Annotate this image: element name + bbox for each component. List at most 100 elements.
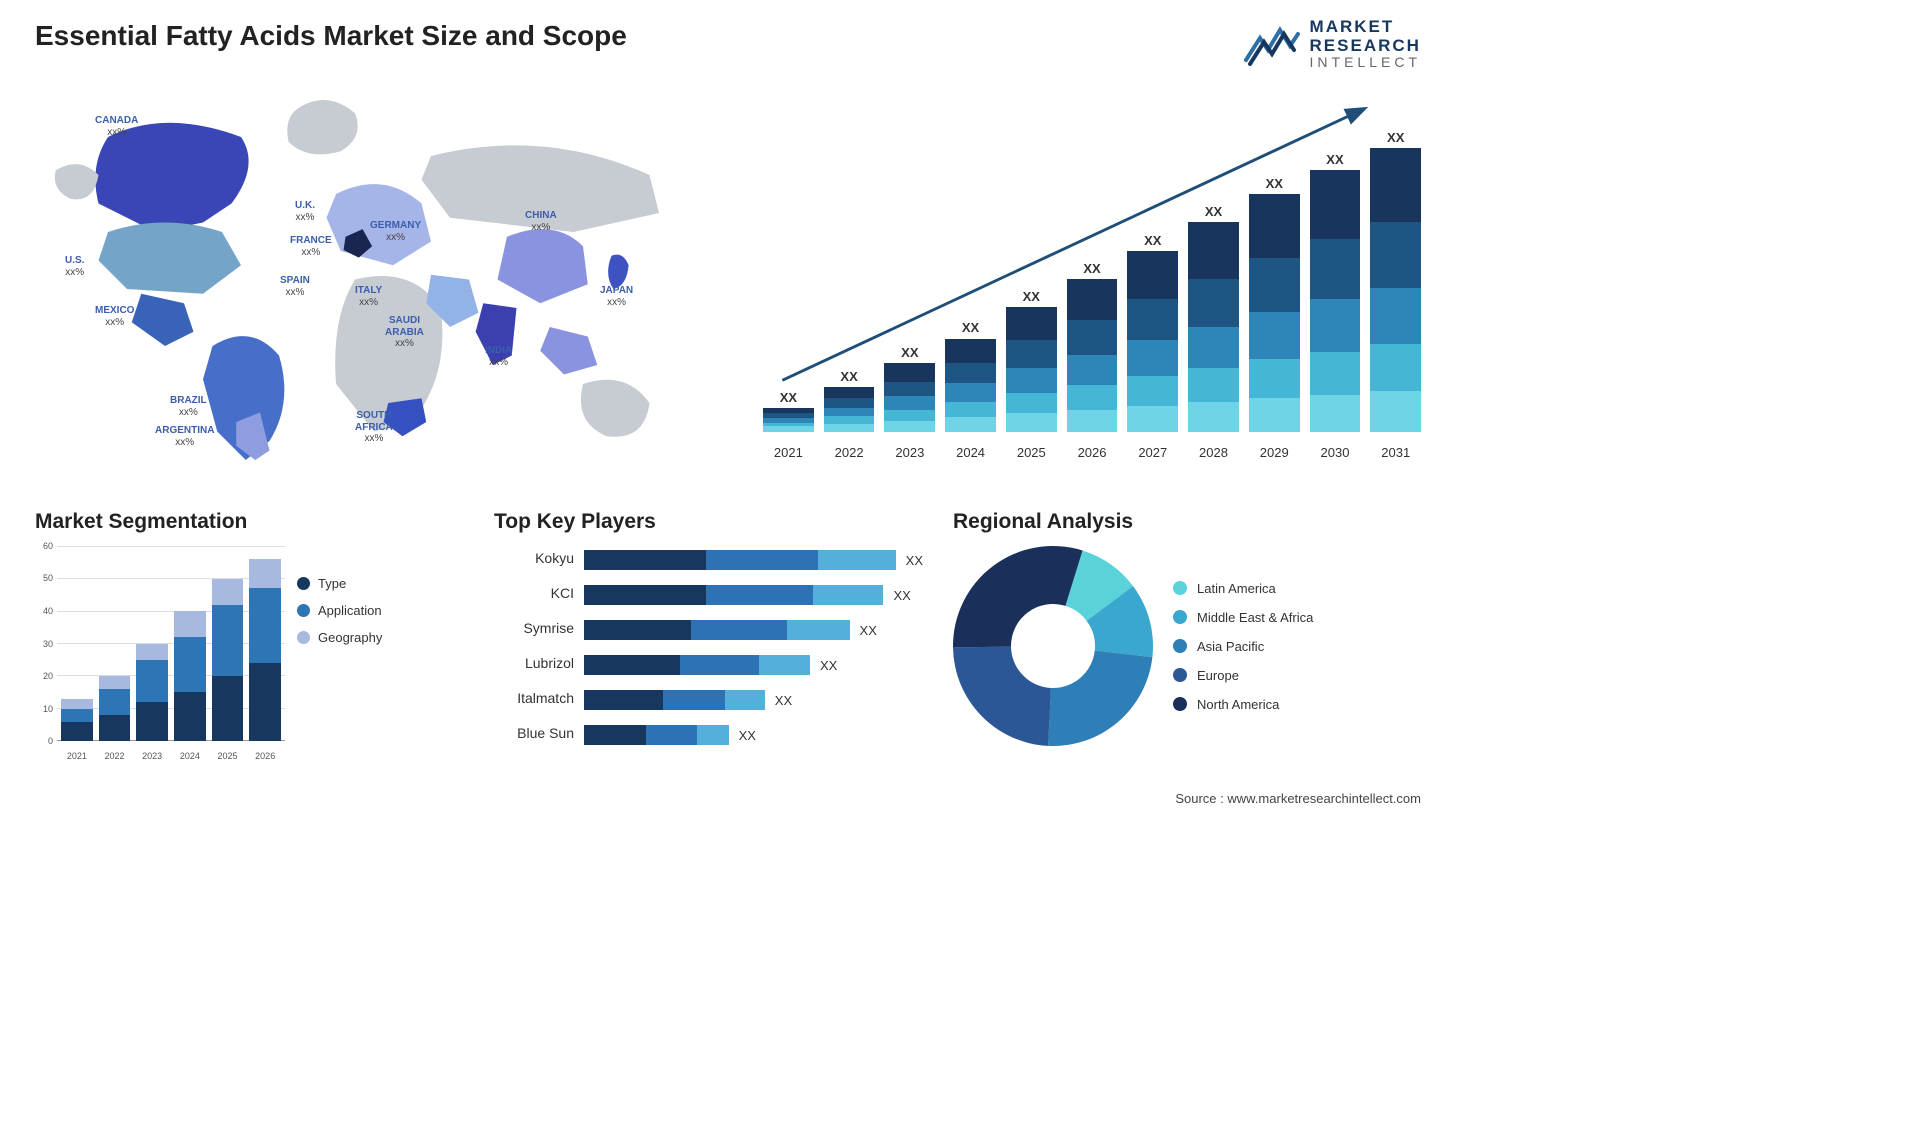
growth-bar-segment [1249,359,1300,398]
growth-bar: XX [763,408,814,432]
growth-bar-segment [1249,398,1300,432]
growth-x-label: 2028 [1188,445,1239,460]
growth-bar-segment [824,416,875,423]
player-bar-segment [759,655,810,675]
growth-bar: XX [1067,279,1118,432]
growth-x-label: 2030 [1310,445,1361,460]
player-bar-row: XX [584,620,923,640]
player-bar-segment [813,585,883,605]
logo-icon [1244,20,1300,68]
seg-bar-segment [212,579,244,605]
seg-y-tick: 20 [43,671,53,681]
legend-swatch [297,604,310,617]
player-label: Italmatch [494,690,574,710]
player-bar [584,550,896,570]
growth-bar-segment [945,383,996,402]
legend-item: Asia Pacific [1173,639,1313,654]
map-label: CANADAxx% [95,115,138,138]
map-mexico [132,294,194,346]
regional-legend: Latin AmericaMiddle East & AfricaAsia Pa… [1173,581,1313,712]
players-title: Top Key Players [494,510,923,534]
seg-y-tick: 50 [43,573,53,583]
growth-bar-segment [884,382,935,397]
player-bar-row: XX [584,690,923,710]
player-bar-segment [787,620,849,640]
seg-bar-segment [174,692,206,741]
growth-bar-segment [1249,258,1300,312]
growth-bar-segment [1310,170,1361,239]
map-label: SPAINxx% [280,275,310,298]
seg-bar [212,579,244,742]
growth-bar-segment [1188,327,1239,368]
growth-bar-segment [1188,402,1239,432]
seg-y-tick: 0 [48,736,53,746]
growth-bar-segment [824,387,875,398]
growth-bar-segment [1006,393,1057,414]
player-label: Lubrizol [494,655,574,675]
growth-bar-segment [1370,288,1421,344]
growth-bar-segment [1370,391,1421,432]
growth-bar-segment [945,402,996,417]
growth-x-label: 2022 [824,445,875,460]
map-label: U.S.xx% [65,255,84,278]
donut-slice [953,546,1083,647]
player-bar [584,725,729,745]
map-label: JAPANxx% [600,285,633,308]
legend-swatch [297,631,310,644]
map-label: MEXICOxx% [95,305,134,328]
legend-label: Geography [318,630,382,645]
growth-bar-segment [1127,299,1178,340]
seg-bar [249,559,281,741]
growth-bar-segment [945,339,996,363]
seg-bar [174,611,206,741]
growth-bar-segment [1370,222,1421,287]
player-label: Kokyu [494,550,574,570]
source-attribution: Source : www.marketresearchintellect.com [1175,791,1421,806]
legend-label: Type [318,576,346,591]
legend-swatch [297,577,310,590]
growth-bar: XX [1370,148,1421,432]
player-bar-segment [818,550,896,570]
seg-bar-segment [61,699,93,709]
player-bar-segment [584,725,646,745]
segmentation-chart: 0102030405060 202120222023202420252026 [35,546,285,761]
growth-x-label: 2027 [1127,445,1178,460]
growth-bar-label: XX [1310,152,1361,167]
seg-y-tick: 40 [43,606,53,616]
regional-panel: Regional Analysis Latin AmericaMiddle Ea… [953,510,1421,780]
player-bar-segment [725,690,765,710]
growth-bar-segment [1127,406,1178,432]
growth-bar-segment [945,363,996,384]
player-value: XX [820,658,837,673]
growth-bar-segment [1067,410,1118,432]
seg-x-label: 2024 [174,751,206,761]
seg-y-tick: 10 [43,704,53,714]
growth-bar-segment [884,396,935,409]
growth-bar-segment [1006,368,1057,392]
seg-x-label: 2022 [99,751,131,761]
growth-bar-segment [884,363,935,382]
map-canada [95,123,248,232]
map-label: BRAZILxx% [170,395,207,418]
regional-title: Regional Analysis [953,510,1421,534]
growth-bar: XX [945,338,996,432]
map-label: ITALYxx% [355,285,382,308]
growth-bar-segment [884,421,935,432]
growth-bar-segment [1370,148,1421,223]
segmentation-legend: TypeApplicationGeography [297,546,382,761]
growth-bar-label: XX [1006,289,1057,304]
legend-item: North America [1173,697,1313,712]
growth-bar-label: XX [1127,233,1178,248]
growth-bar-segment [1249,194,1300,258]
seg-bar-segment [136,702,168,741]
seg-x-label: 2025 [212,751,244,761]
players-panel: Top Key Players KokyuKCISymriseLubrizolI… [494,510,923,780]
player-bar-segment [697,725,729,745]
growth-bar-label: XX [945,320,996,335]
player-bar-segment [706,550,817,570]
player-bar [584,655,810,675]
seg-bar-segment [249,588,281,663]
legend-item: Type [297,576,382,591]
player-value: XX [893,588,910,603]
growth-bar-segment [763,426,814,432]
